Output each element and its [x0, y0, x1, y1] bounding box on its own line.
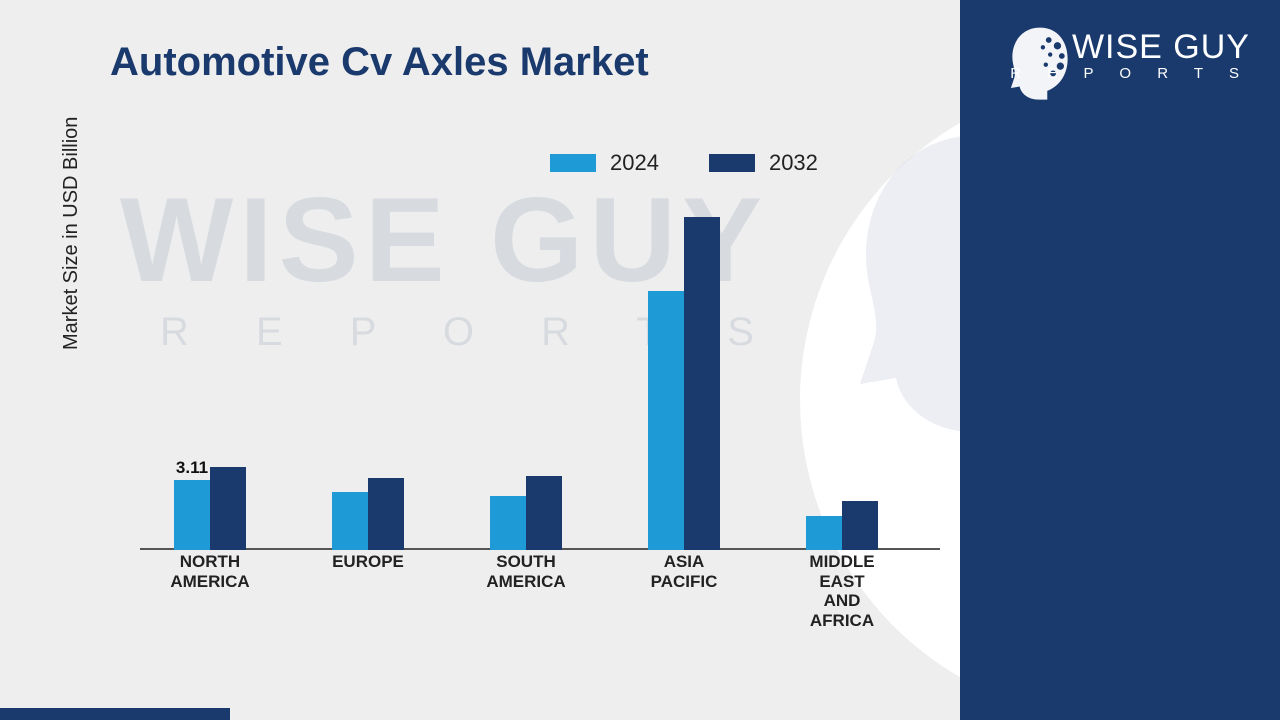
- bar-2032: [526, 476, 562, 550]
- bar-2024: [648, 291, 684, 550]
- brand-logo: WISE GUY R E P O R T S: [1010, 28, 1250, 82]
- right-brand-panel: [960, 0, 1280, 720]
- bar-2032: [842, 501, 878, 551]
- x-axis-tick-label: EUROPE: [298, 552, 438, 572]
- page: WISE GUY R E P O R T S Automotive Cv Axl…: [0, 0, 1280, 720]
- bar-2032: [210, 467, 246, 550]
- bar-2024: [806, 516, 842, 550]
- legend-item-2032: 2032: [709, 150, 818, 176]
- x-axis-tick-label: NORTH AMERICA: [140, 552, 280, 591]
- chart-title: Automotive Cv Axles Market: [110, 40, 649, 85]
- y-axis-label: Market Size in USD Billion: [60, 117, 83, 350]
- bar-2032: [684, 217, 720, 550]
- bar-2024: [490, 496, 526, 550]
- legend-label-2024: 2024: [610, 150, 659, 176]
- brand-logo-sub: R E P O R T S: [1010, 65, 1250, 82]
- x-axis-tick-label: SOUTH AMERICA: [456, 552, 596, 591]
- legend-label-2032: 2032: [769, 150, 818, 176]
- brand-logo-main: WISE GUY: [1010, 28, 1250, 67]
- chart-plot-area: 3.11: [140, 190, 940, 550]
- bar-value-label: 3.11: [174, 458, 210, 480]
- bar-2024: [332, 492, 368, 551]
- legend-swatch-2032: [709, 154, 755, 172]
- chart-legend: 2024 2032: [550, 150, 818, 176]
- decorative-bottom-bar: [0, 708, 230, 720]
- bar-chart: Market Size in USD Billion 2024 2032 3.1…: [80, 150, 940, 620]
- legend-swatch-2024: [550, 154, 596, 172]
- x-axis-tick-label: MIDDLE EAST AND AFRICA: [772, 552, 912, 630]
- bar-2024: 3.11: [174, 480, 210, 550]
- x-axis-tick-label: ASIA PACIFIC: [614, 552, 754, 591]
- bar-2032: [368, 478, 404, 550]
- legend-item-2024: 2024: [550, 150, 659, 176]
